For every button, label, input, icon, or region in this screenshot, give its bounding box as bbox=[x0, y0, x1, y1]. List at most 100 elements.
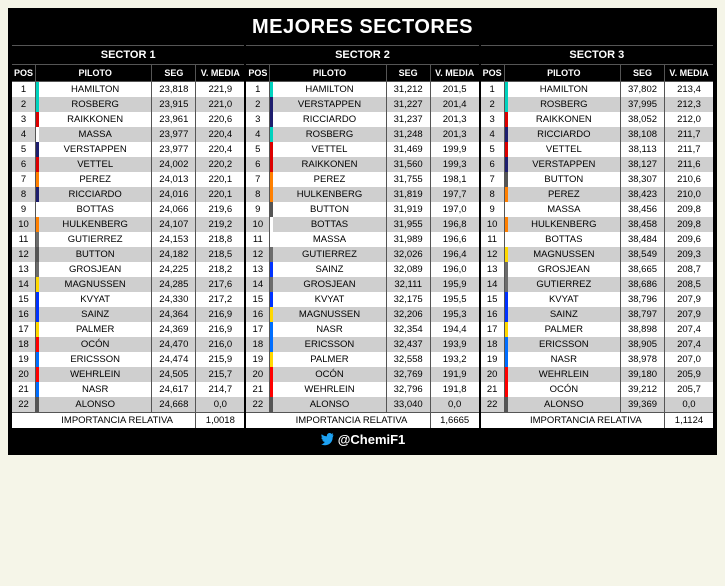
table-row: 21NASR24,617214,7 bbox=[12, 382, 244, 397]
cell-pos: 20 bbox=[12, 367, 36, 382]
cell-piloto: SAINZ bbox=[273, 262, 386, 277]
cell-pos: 1 bbox=[246, 82, 270, 97]
cell-seg: 38,127 bbox=[621, 157, 665, 172]
cell-piloto: HAMILTON bbox=[273, 82, 386, 97]
cell-piloto: HULKENBERG bbox=[39, 217, 152, 232]
table-row: 22ALONSO39,3690,0 bbox=[481, 397, 713, 412]
cell-piloto: WEHRLEIN bbox=[508, 367, 621, 382]
table-row: 2ROSBERG37,995212,3 bbox=[481, 97, 713, 112]
cell-vmedia: 209,8 bbox=[665, 217, 713, 232]
table-row: 17PALMER38,898207,4 bbox=[481, 322, 713, 337]
cell-vmedia: 195,3 bbox=[431, 307, 479, 322]
cell-vmedia: 212,3 bbox=[665, 97, 713, 112]
table-row: 15KVYAT24,330217,2 bbox=[12, 292, 244, 307]
cell-vmedia: 207,9 bbox=[665, 292, 713, 307]
cell-seg: 24,470 bbox=[152, 337, 196, 352]
cell-pos: 14 bbox=[481, 277, 505, 292]
cell-seg: 31,212 bbox=[387, 82, 431, 97]
cell-vmedia: 193,9 bbox=[431, 337, 479, 352]
cell-seg: 38,978 bbox=[621, 352, 665, 367]
cell-vmedia: 221,0 bbox=[196, 97, 244, 112]
importancia-label: IMPORTANCIA RELATIVA bbox=[273, 413, 430, 428]
col-seg: SEG bbox=[387, 65, 431, 81]
cell-seg: 23,961 bbox=[152, 112, 196, 127]
cell-piloto: RICCIARDO bbox=[39, 187, 152, 202]
col-vmedia: V. MEDIA bbox=[196, 65, 244, 81]
col-piloto: PILOTO bbox=[39, 65, 152, 81]
cell-pos: 18 bbox=[246, 337, 270, 352]
cell-vmedia: 0,0 bbox=[431, 397, 479, 412]
importancia-value: 1,0018 bbox=[196, 413, 244, 428]
main-panel: MEJORES SECTORES SECTOR 1POSPILOTOSEGV. … bbox=[8, 8, 717, 455]
table-row: 1HAMILTON31,212201,5 bbox=[246, 82, 478, 97]
cell-piloto: MAGNUSSEN bbox=[39, 277, 152, 292]
cell-vmedia: 207,0 bbox=[665, 352, 713, 367]
cell-piloto: ERICSSON bbox=[39, 352, 152, 367]
twitter-icon bbox=[320, 433, 334, 447]
cell-piloto: VERSTAPPEN bbox=[508, 157, 621, 172]
cell-piloto: KVYAT bbox=[508, 292, 621, 307]
cell-vmedia: 207,4 bbox=[665, 322, 713, 337]
cell-vmedia: 220,6 bbox=[196, 112, 244, 127]
cell-pos: 16 bbox=[246, 307, 270, 322]
cell-vmedia: 218,8 bbox=[196, 232, 244, 247]
cell-pos: 12 bbox=[481, 247, 505, 262]
cell-pos: 14 bbox=[246, 277, 270, 292]
cell-pos: 17 bbox=[246, 322, 270, 337]
col-vmedia: V. MEDIA bbox=[431, 65, 479, 81]
cell-piloto: ERICSSON bbox=[508, 337, 621, 352]
table-row: 12BUTTON24,182218,5 bbox=[12, 247, 244, 262]
table-row: 22ALONSO33,0400,0 bbox=[246, 397, 478, 412]
cell-piloto: ROSBERG bbox=[273, 127, 386, 142]
table-row: 12GUTIERREZ32,026196,4 bbox=[246, 247, 478, 262]
table-row: 8RICCIARDO24,016220,1 bbox=[12, 187, 244, 202]
cell-piloto: HAMILTON bbox=[508, 82, 621, 97]
cell-vmedia: 211,6 bbox=[665, 157, 713, 172]
cell-piloto: KVYAT bbox=[273, 292, 386, 307]
cell-pos: 21 bbox=[12, 382, 36, 397]
cell-vmedia: 216,9 bbox=[196, 307, 244, 322]
col-vmedia: V. MEDIA bbox=[665, 65, 713, 81]
cell-vmedia: 196,0 bbox=[431, 262, 479, 277]
cell-seg: 31,819 bbox=[387, 187, 431, 202]
cell-piloto: VETTEL bbox=[39, 157, 152, 172]
cell-seg: 31,469 bbox=[387, 142, 431, 157]
table-row: 18ERICSSON32,437193,9 bbox=[246, 337, 478, 352]
cell-seg: 32,437 bbox=[387, 337, 431, 352]
table-row: 9BOTTAS24,066219,6 bbox=[12, 202, 244, 217]
cell-piloto: KVYAT bbox=[39, 292, 152, 307]
cell-pos: 2 bbox=[246, 97, 270, 112]
cell-piloto: MASSA bbox=[508, 202, 621, 217]
cell-pos: 8 bbox=[12, 187, 36, 202]
cell-seg: 24,013 bbox=[152, 172, 196, 187]
cell-seg: 24,107 bbox=[152, 217, 196, 232]
cell-seg: 24,369 bbox=[152, 322, 196, 337]
importancia-value: 1,1124 bbox=[665, 413, 713, 428]
table-row: 14GROSJEAN32,111195,9 bbox=[246, 277, 478, 292]
cell-vmedia: 193,2 bbox=[431, 352, 479, 367]
cell-seg: 38,052 bbox=[621, 112, 665, 127]
importancia-row: IMPORTANCIA RELATIVA1,6665 bbox=[246, 412, 478, 428]
table-row: 3RAIKKONEN38,052212,0 bbox=[481, 112, 713, 127]
cell-seg: 31,755 bbox=[387, 172, 431, 187]
table-row: 19PALMER32,558193,2 bbox=[246, 352, 478, 367]
cell-seg: 39,369 bbox=[621, 397, 665, 412]
cell-seg: 39,212 bbox=[621, 382, 665, 397]
cell-piloto: HULKENBERG bbox=[508, 217, 621, 232]
table-row: 12MAGNUSSEN38,549209,3 bbox=[481, 247, 713, 262]
table-row: 4RICCIARDO38,108211,7 bbox=[481, 127, 713, 142]
table-row: 21OCÓN39,212205,7 bbox=[481, 382, 713, 397]
cell-pos: 10 bbox=[481, 217, 505, 232]
cell-piloto: BOTTAS bbox=[39, 202, 152, 217]
cell-seg: 32,769 bbox=[387, 367, 431, 382]
column-headers: POSPILOTOSEGV. MEDIA bbox=[246, 65, 478, 82]
cell-pos: 1 bbox=[12, 82, 36, 97]
cell-seg: 38,113 bbox=[621, 142, 665, 157]
cell-seg: 32,111 bbox=[387, 277, 431, 292]
cell-pos: 1 bbox=[481, 82, 505, 97]
cell-vmedia: 205,9 bbox=[665, 367, 713, 382]
cell-pos: 22 bbox=[481, 397, 505, 412]
cell-seg: 24,002 bbox=[152, 157, 196, 172]
cell-seg: 24,668 bbox=[152, 397, 196, 412]
cell-seg: 24,285 bbox=[152, 277, 196, 292]
